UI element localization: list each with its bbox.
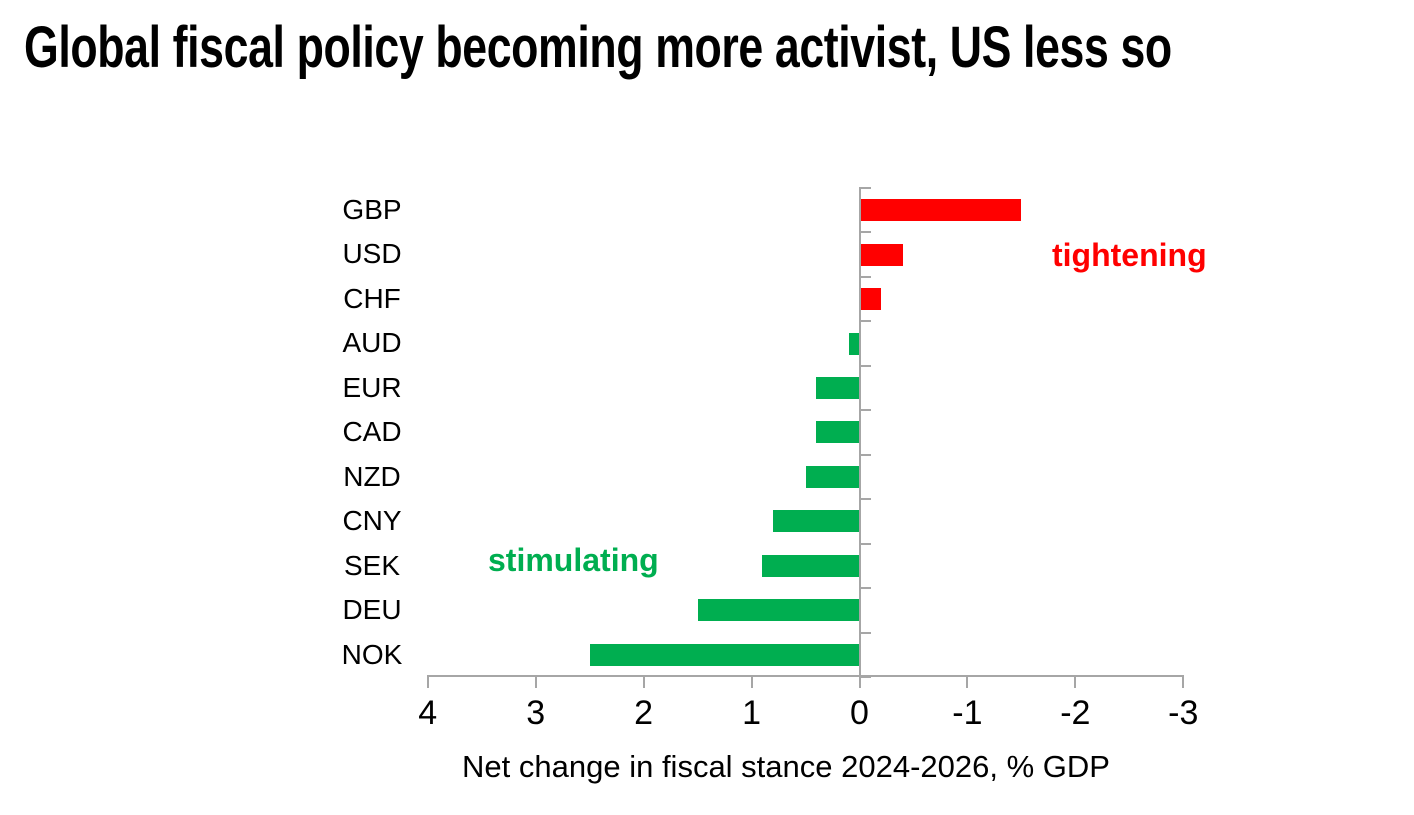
x-axis-tick [642, 675, 645, 688]
bar-aud [848, 332, 860, 355]
bar-gbp [859, 199, 1022, 222]
x-axis-tick [966, 675, 969, 688]
y-axis-tick [858, 542, 871, 545]
y-axis-tick [858, 364, 871, 367]
category-label-nok: NOK [341, 638, 403, 670]
bar-chf [859, 288, 882, 311]
bar-eur [816, 377, 860, 400]
x-axis-tick [426, 675, 429, 688]
bar-cad [816, 421, 860, 444]
category-label-cny: CNY [342, 505, 402, 537]
bar-deu [697, 599, 860, 622]
x-axis-tick [534, 675, 537, 688]
bar-nok [589, 643, 860, 666]
chart-title: Global fiscal policy becoming more activ… [24, 15, 1172, 80]
bar-cny [773, 510, 860, 533]
y-axis-tick [858, 498, 871, 501]
x-tick-label: 1 [742, 694, 762, 732]
x-tick-label: -2 [1060, 694, 1091, 732]
category-label-usd: USD [342, 238, 402, 270]
x-tick-label: -3 [1168, 694, 1199, 732]
y-axis-tick [858, 231, 871, 234]
y-axis-tick [858, 587, 871, 590]
bar-sek [762, 554, 860, 577]
x-tick-label: 3 [526, 694, 546, 732]
y-axis-tick [858, 187, 871, 189]
y-axis-tick [858, 320, 871, 323]
x-axis-tick [1074, 675, 1077, 688]
x-tick-label: 0 [850, 694, 869, 732]
x-axis-tick [1182, 675, 1185, 688]
x-axis-tick [750, 675, 753, 688]
category-label-sek: SEK [343, 549, 401, 581]
x-axis-tick [858, 675, 861, 688]
bar-usd [859, 243, 903, 266]
x-tick-label: -1 [952, 694, 983, 732]
tightening-annotation: tightening [1052, 237, 1207, 273]
category-label-gbp: GBP [342, 194, 402, 225]
bar-nzd [805, 465, 860, 488]
stimulating-annotation: stimulating [488, 542, 659, 578]
category-label-deu: DEU [342, 594, 402, 626]
category-label-chf: CHF [343, 282, 401, 314]
y-axis-line [858, 187, 861, 677]
category-label-aud: AUD [342, 327, 402, 359]
y-axis-tick [858, 631, 871, 634]
y-axis-tick [858, 275, 871, 278]
x-axis-title: Net change in fiscal stance 2024-2026, %… [462, 749, 1110, 784]
y-axis-tick [858, 409, 871, 412]
category-label-nzd: NZD [343, 460, 401, 492]
category-label-cad: CAD [342, 416, 402, 448]
x-axis-line [426, 675, 1185, 677]
y-axis-tick [858, 453, 871, 456]
x-tick-label: 2 [634, 694, 654, 732]
category-label-eur: EUR [342, 371, 402, 403]
x-tick-label: 4 [418, 694, 438, 732]
